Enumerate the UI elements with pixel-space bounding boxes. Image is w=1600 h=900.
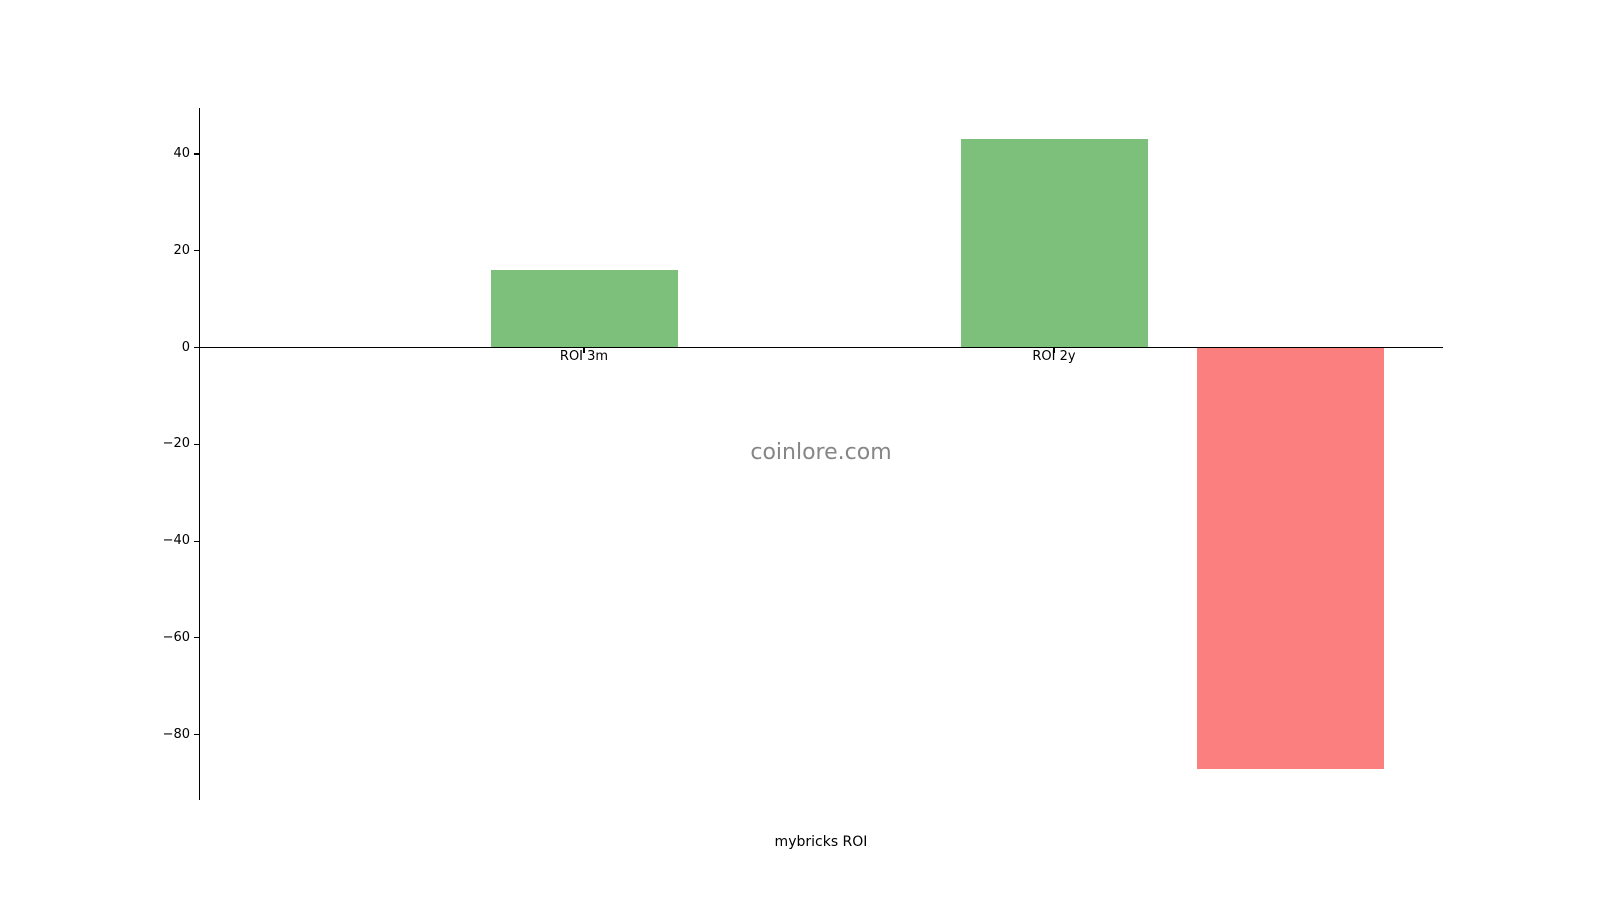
watermark-text: coinlore.com bbox=[750, 440, 892, 465]
x-tick-label: ROI 2y bbox=[1032, 349, 1076, 365]
y-axis-spine bbox=[199, 108, 201, 800]
y-tick-mark bbox=[194, 250, 199, 252]
x-axis-line bbox=[199, 346, 1443, 349]
x-tick-mark bbox=[1053, 347, 1055, 354]
y-tick-label: −80 bbox=[162, 726, 190, 742]
x-tick-mark bbox=[583, 347, 585, 354]
y-tick-label: 0 bbox=[181, 339, 190, 355]
y-tick-label: −20 bbox=[162, 436, 190, 452]
y-tick-mark bbox=[194, 443, 199, 445]
y-tick-label: 20 bbox=[173, 242, 190, 258]
bar bbox=[490, 270, 678, 348]
y-tick-mark bbox=[194, 734, 199, 736]
y-tick-mark bbox=[194, 346, 199, 349]
y-tick-label: 40 bbox=[173, 145, 190, 161]
bar bbox=[1196, 347, 1384, 769]
bar bbox=[960, 139, 1148, 348]
y-tick-label: −60 bbox=[162, 629, 190, 645]
y-tick-mark bbox=[194, 540, 199, 542]
y-tick-label: −40 bbox=[162, 533, 190, 549]
x-tick-label: ROI 3m bbox=[559, 349, 609, 365]
y-tick-mark bbox=[194, 637, 199, 639]
y-tick-mark bbox=[194, 153, 199, 155]
x-axis-title: mybricks ROI bbox=[774, 834, 868, 850]
